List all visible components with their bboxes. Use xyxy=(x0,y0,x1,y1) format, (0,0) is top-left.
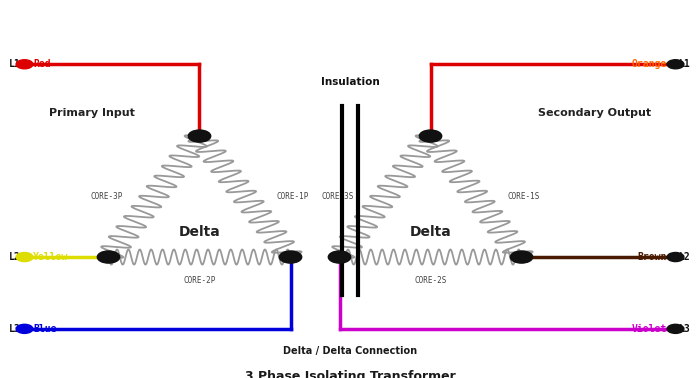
Circle shape xyxy=(16,324,33,333)
Circle shape xyxy=(667,324,684,333)
Text: Insulation: Insulation xyxy=(321,77,379,87)
Text: CORE-1P: CORE-1P xyxy=(276,192,309,201)
Circle shape xyxy=(279,251,302,263)
Text: Brown: Brown xyxy=(638,252,667,262)
Circle shape xyxy=(328,251,351,263)
Text: CORE-3S: CORE-3S xyxy=(321,192,354,201)
Circle shape xyxy=(667,60,684,69)
Text: Red: Red xyxy=(33,59,50,69)
Text: L1: L1 xyxy=(679,59,691,69)
Text: Orange: Orange xyxy=(632,59,667,69)
Circle shape xyxy=(16,253,33,262)
Circle shape xyxy=(97,251,120,263)
Circle shape xyxy=(188,130,211,142)
Text: Blue: Blue xyxy=(33,324,57,334)
Text: Delta / Delta Connection: Delta / Delta Connection xyxy=(283,346,417,356)
Text: Primary Input: Primary Input xyxy=(49,108,135,118)
Text: L1: L1 xyxy=(9,59,21,69)
Circle shape xyxy=(510,251,533,263)
Text: L2: L2 xyxy=(9,252,21,262)
Text: L3: L3 xyxy=(9,324,21,334)
Text: Yellow: Yellow xyxy=(33,252,68,262)
Text: 3 Phase Isolating Transformer: 3 Phase Isolating Transformer xyxy=(244,370,456,378)
Text: Secondary Output: Secondary Output xyxy=(538,108,651,118)
Text: CORE-1S: CORE-1S xyxy=(508,192,540,201)
Circle shape xyxy=(419,130,442,142)
Circle shape xyxy=(16,60,33,69)
Text: L3: L3 xyxy=(679,324,691,334)
Text: Violet: Violet xyxy=(632,324,667,334)
Circle shape xyxy=(667,253,684,262)
Text: Delta: Delta xyxy=(178,225,220,239)
Text: L2: L2 xyxy=(679,252,691,262)
Text: CORE-2P: CORE-2P xyxy=(183,276,216,285)
Text: CORE-3P: CORE-3P xyxy=(90,192,122,201)
Text: Delta: Delta xyxy=(410,225,452,239)
Text: CORE-2S: CORE-2S xyxy=(414,276,447,285)
